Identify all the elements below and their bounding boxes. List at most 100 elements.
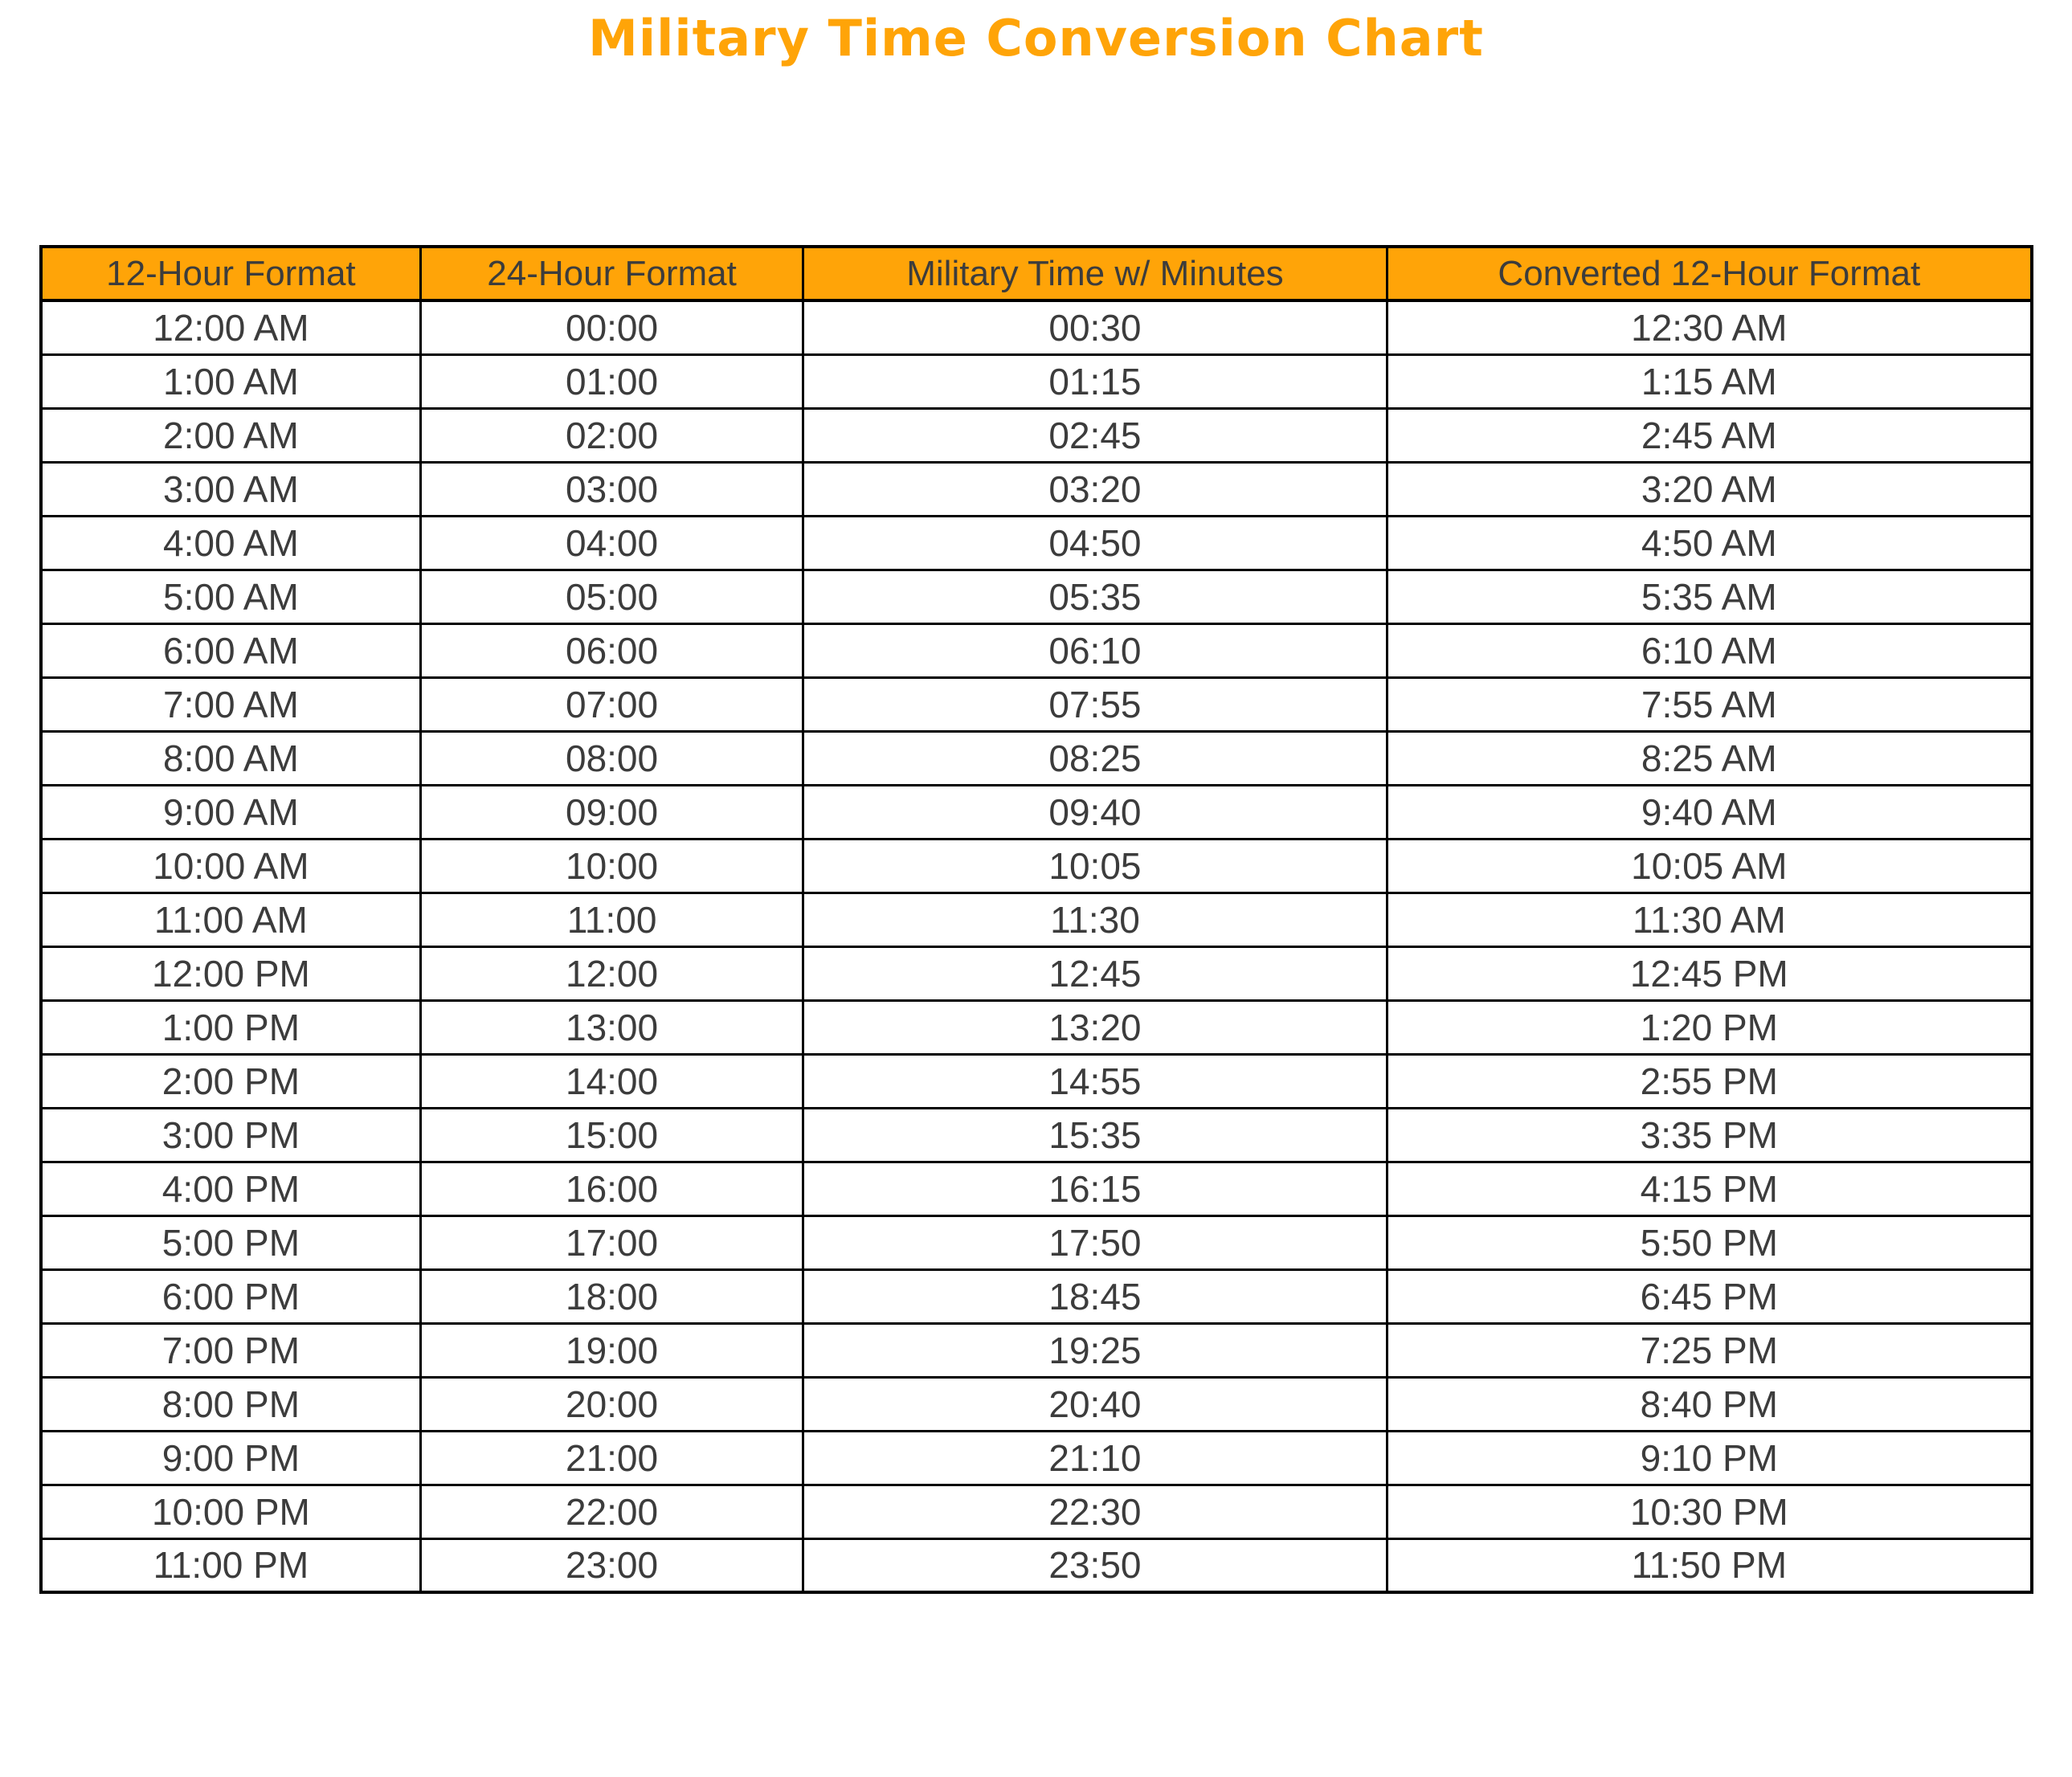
table-row: 9:00 AM 09:00 09:40 9:40 AM: [39, 783, 2033, 840]
table-cell: 21:10: [802, 1429, 1388, 1486]
table-cell: 4:00 PM: [39, 1160, 422, 1217]
table-cell: 06:10: [802, 622, 1388, 679]
table-row: 1:00 AM 01:00 01:15 1:15 AM: [39, 353, 2033, 410]
table-cell: 11:50 PM: [1385, 1537, 2033, 1594]
table-cell: 6:10 AM: [1385, 622, 2033, 679]
table-cell: 07:55: [802, 676, 1388, 733]
table-cell: 11:30 AM: [1385, 891, 2033, 948]
conversion-table: 12-Hour Format 24-Hour Format Military Tim…: [39, 245, 2033, 1594]
table-row: 8:00 PM 20:00 20:40 8:40 PM: [39, 1375, 2033, 1432]
table-cell: 3:00 AM: [39, 460, 422, 517]
table-row: 5:00 PM 17:00 17:50 5:50 PM: [39, 1214, 2033, 1271]
table-cell: 7:00 AM: [39, 676, 422, 733]
table-row: 11:00 PM 23:00 23:50 11:50 PM: [39, 1537, 2033, 1594]
table-cell: 2:55 PM: [1385, 1052, 2033, 1109]
table-cell: 16:00: [419, 1160, 805, 1217]
table-row: 2:00 PM 14:00 14:55 2:55 PM: [39, 1052, 2033, 1109]
table-row: 9:00 PM 21:00 21:10 9:10 PM: [39, 1429, 2033, 1486]
table-cell: 9:40 AM: [1385, 783, 2033, 840]
table-cell: 8:00 AM: [39, 729, 422, 786]
table-cell: 9:10 PM: [1385, 1429, 2033, 1486]
table-cell: 06:00: [419, 622, 805, 679]
table-row: 4:00 PM 16:00 16:15 4:15 PM: [39, 1160, 2033, 1217]
table-cell: 23:00: [419, 1537, 805, 1594]
table-cell: 17:50: [802, 1214, 1388, 1271]
table-cell: 6:00 PM: [39, 1268, 422, 1325]
table-cell: 19:00: [419, 1322, 805, 1379]
table-cell: 7:00 PM: [39, 1322, 422, 1379]
table-cell: 22:00: [419, 1483, 805, 1540]
table-cell: 1:00 PM: [39, 999, 422, 1056]
column-header-1: 12-Hour Format: [39, 245, 422, 302]
table-cell: 1:15 AM: [1385, 353, 2033, 410]
table-row: 12:00 AM 00:00 00:30 12:30 AM: [39, 299, 2033, 356]
table-row: 5:00 AM 05:00 05:35 5:35 AM: [39, 568, 2033, 625]
table-cell: 03:20: [802, 460, 1388, 517]
table-cell: 14:00: [419, 1052, 805, 1109]
table-row: 12:00 PM 12:00 12:45 12:45 PM: [39, 945, 2033, 1002]
table-cell: 8:40 PM: [1385, 1375, 2033, 1432]
table-cell: 01:00: [419, 353, 805, 410]
table-body: 12:00 AM 00:00 00:30 12:30 AM 1:00 AM 01:00 01…: [39, 299, 2033, 1594]
table-cell: 08:25: [802, 729, 1388, 786]
table-cell: 18:00: [419, 1268, 805, 1325]
column-header-3: Military Time w/ Minutes: [802, 245, 1388, 302]
table-cell: 01:15: [802, 353, 1388, 410]
table-cell: 12:45: [802, 945, 1388, 1002]
table-cell: 7:25 PM: [1385, 1322, 2033, 1379]
table-cell: 12:00: [419, 945, 805, 1002]
table-cell: 8:00 PM: [39, 1375, 422, 1432]
table-cell: 3:00 PM: [39, 1106, 422, 1163]
table-cell: 13:00: [419, 999, 805, 1056]
table-row: 4:00 AM 04:00 04:50 4:50 AM: [39, 514, 2033, 571]
column-header-2: 24-Hour Format: [419, 245, 805, 302]
table-cell: 11:00: [419, 891, 805, 948]
table-cell: 10:05: [802, 837, 1388, 894]
table-cell: 20:40: [802, 1375, 1388, 1432]
table-row: 10:00 AM 10:00 10:05 10:05 AM: [39, 837, 2033, 894]
table-cell: 02:00: [419, 406, 805, 464]
table-cell: 5:00 PM: [39, 1214, 422, 1271]
table-cell: 12:45 PM: [1385, 945, 2033, 1002]
table-cell: 5:50 PM: [1385, 1214, 2033, 1271]
table-cell: 00:00: [419, 299, 805, 356]
column-header-4: Converted 12-Hour Format: [1385, 245, 2033, 302]
table-header: 12-Hour Format 24-Hour Format Military Tim…: [39, 245, 2033, 302]
table-row: 8:00 AM 08:00 08:25 8:25 AM: [39, 729, 2033, 786]
table-cell: 7:55 AM: [1385, 676, 2033, 733]
table-cell: 4:50 AM: [1385, 514, 2033, 571]
table-cell: 10:00: [419, 837, 805, 894]
table-cell: 6:00 AM: [39, 622, 422, 679]
table-cell: 10:00 AM: [39, 837, 422, 894]
table-cell: 11:30: [802, 891, 1388, 948]
table-cell: 03:00: [419, 460, 805, 517]
table-row: 6:00 PM 18:00 18:45 6:45 PM: [39, 1268, 2033, 1325]
table-cell: 10:00 PM: [39, 1483, 422, 1540]
table-row: 3:00 AM 03:00 03:20 3:20 AM: [39, 460, 2033, 517]
table-cell: 14:55: [802, 1052, 1388, 1109]
table-cell: 5:00 AM: [39, 568, 422, 625]
table-row: 1:00 PM 13:00 13:20 1:20 PM: [39, 999, 2033, 1056]
table-cell: 17:00: [419, 1214, 805, 1271]
table-cell: 12:00 AM: [39, 299, 422, 356]
table-row: 7:00 PM 19:00 19:25 7:25 PM: [39, 1322, 2033, 1379]
table-cell: 05:00: [419, 568, 805, 625]
table-cell: 2:00 AM: [39, 406, 422, 464]
table-cell: 09:00: [419, 783, 805, 840]
table-cell: 9:00 AM: [39, 783, 422, 840]
table-cell: 12:30 AM: [1385, 299, 2033, 356]
header-row: 12-Hour Format 24-Hour Format Military Tim…: [39, 245, 2033, 302]
table-cell: 3:35 PM: [1385, 1106, 2033, 1163]
table-cell: 20:00: [419, 1375, 805, 1432]
table-cell: 22:30: [802, 1483, 1388, 1540]
table-cell: 07:00: [419, 676, 805, 733]
page-title: Military Time Conversion Chart: [588, 9, 1484, 67]
table-cell: 13:20: [802, 999, 1388, 1056]
table-cell: 11:00 PM: [39, 1537, 422, 1594]
table-cell: 08:00: [419, 729, 805, 786]
table-row: 2:00 AM 02:00 02:45 2:45 AM: [39, 406, 2033, 464]
table-cell: 10:30 PM: [1385, 1483, 2033, 1540]
table-cell: 3:20 AM: [1385, 460, 2033, 517]
table-cell: 15:00: [419, 1106, 805, 1163]
table-cell: 5:35 AM: [1385, 568, 2033, 625]
